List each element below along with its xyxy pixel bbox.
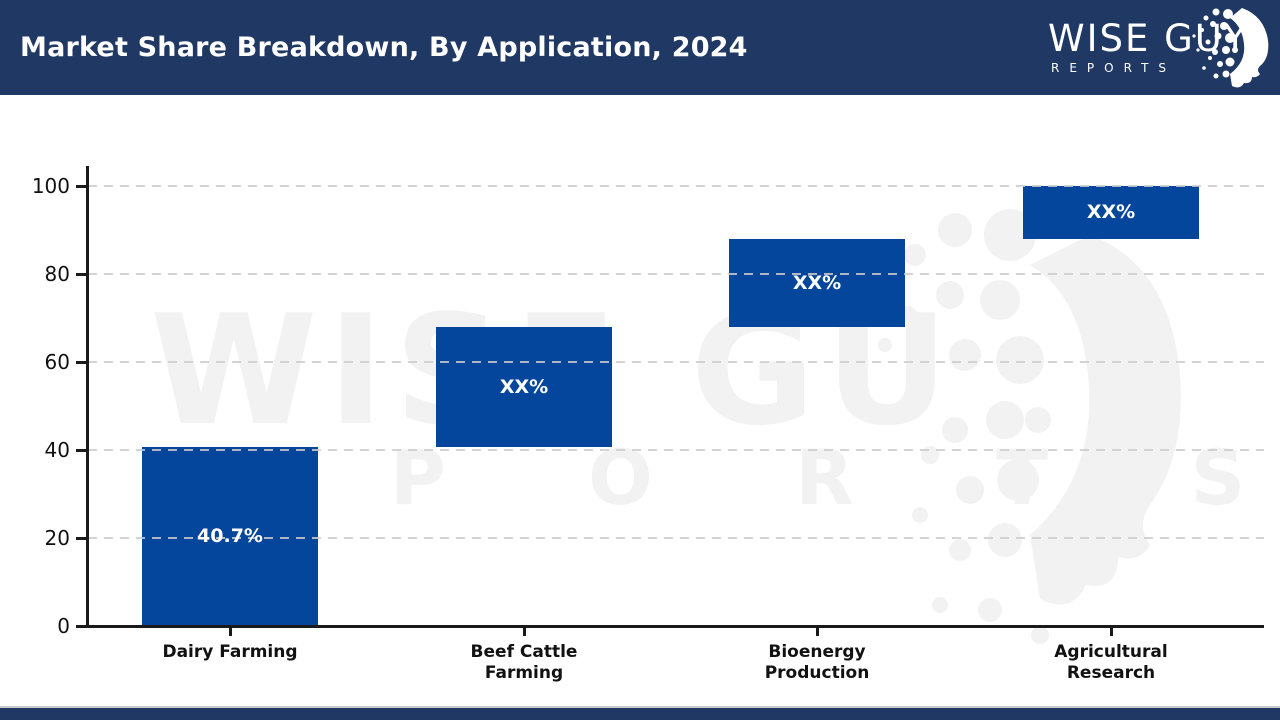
logo-subtitle: REPORTS xyxy=(1051,61,1177,75)
x-category-label-beef-cattle: Beef Cattle Farming xyxy=(470,642,578,684)
y-tick-label-100: 100 xyxy=(31,174,70,198)
watermark-subtitle: P O R T S xyxy=(390,433,1280,522)
x-tick-bioenergy xyxy=(816,626,819,636)
y-tick-40 xyxy=(76,449,86,452)
x-tick-dairy-farming xyxy=(229,626,232,636)
bar-beef-cattle-farming xyxy=(436,326,612,447)
wise-guy-reports-logo: WISE GUY REPORTS xyxy=(1020,6,1270,92)
y-tick-label-20: 20 xyxy=(44,526,70,550)
gridline-100 xyxy=(88,185,1264,187)
x-category-label-dairy-farming: Dairy Farming xyxy=(162,642,298,662)
y-tick-60 xyxy=(76,361,86,364)
x-tick-agricultural xyxy=(1110,626,1113,636)
y-tick-label-0: 0 xyxy=(57,614,70,638)
bar-dairy-farming xyxy=(142,446,318,626)
y-tick-label-80: 80 xyxy=(44,262,70,286)
watermark-face-dots-icon xyxy=(878,209,1181,644)
bar-value-label-dairy-farming: 40.7% xyxy=(197,525,263,548)
y-tick-label-60: 60 xyxy=(44,350,70,374)
y-tick-0 xyxy=(76,625,86,628)
bar-value-label-beef-cattle-farming: XX% xyxy=(499,375,549,398)
gridline-80 xyxy=(88,273,1264,275)
chart-area: WISE GU P O R T S 40.7% XX% XX% XX% 0 20 40 60 8… xyxy=(0,95,1280,708)
y-axis-spine xyxy=(86,166,89,628)
gridline-60 xyxy=(88,361,1264,363)
bar-value-label-agricultural-research: XX% xyxy=(1086,201,1136,224)
footer-bar xyxy=(0,706,1280,720)
header-bar: Market Share Breakdown, By Application, … xyxy=(0,0,1280,95)
bar-agricultural-research xyxy=(1023,186,1199,239)
gridline-20 xyxy=(88,537,1264,539)
x-category-label-agricultural: Agricultural Research xyxy=(1054,642,1168,684)
x-axis-spine xyxy=(86,625,1264,628)
bar-value-label-bioenergy-production: XX% xyxy=(792,271,842,294)
y-tick-80 xyxy=(76,273,86,276)
gridline-40 xyxy=(88,449,1264,451)
y-tick-label-40: 40 xyxy=(44,438,70,462)
bar-bioenergy-production xyxy=(729,238,905,327)
x-tick-beef-cattle xyxy=(523,626,526,636)
page-title: Market Share Breakdown, By Application, … xyxy=(20,32,748,63)
x-category-label-bioenergy: Bioenergy Production xyxy=(764,642,870,684)
y-tick-100 xyxy=(76,185,86,188)
logo-face-dots-icon xyxy=(1192,8,1269,88)
y-tick-20 xyxy=(76,537,86,540)
